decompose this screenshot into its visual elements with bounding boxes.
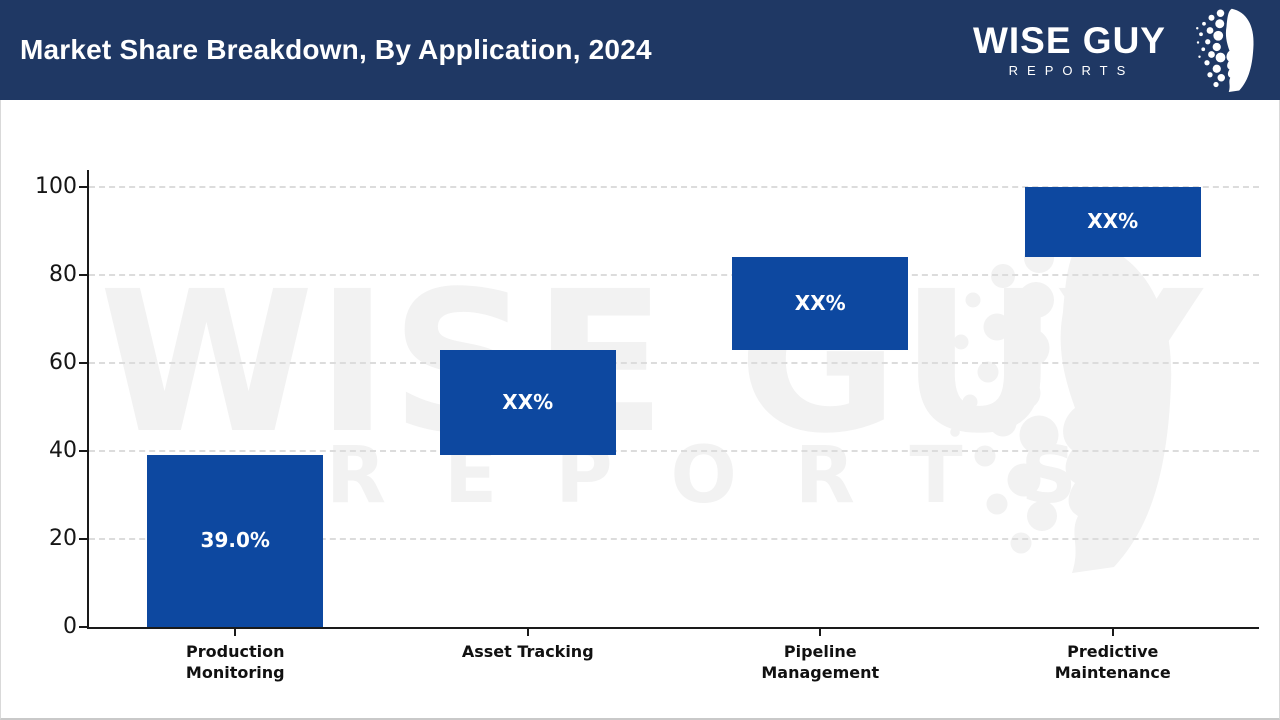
bar-production-monitoring: 39.0% — [147, 455, 324, 627]
y-tick-label: 60 — [49, 350, 77, 375]
y-tick-mark — [79, 274, 87, 276]
brand-subtitle: REPORTS — [1008, 63, 1135, 78]
wiseguy-head-icon — [1196, 8, 1254, 92]
gridline-40 — [89, 450, 1259, 452]
brand-name: WISE GUY — [972, 20, 1166, 61]
y-tick-label: 0 — [63, 614, 77, 639]
y-tick-mark — [79, 626, 87, 628]
y-tick-label: 40 — [49, 438, 77, 463]
gridline-20 — [89, 538, 1259, 540]
y-tick-label: 20 — [49, 526, 77, 551]
watermark-head-icon — [941, 240, 1172, 573]
bar-pipeline-management: XX% — [732, 257, 909, 350]
bar-asset-tracking: XX% — [439, 349, 616, 456]
bar-value-label: 39.0% — [200, 528, 270, 553]
chart-canvas: WISE GUY REPORTS 0 20 40 60 80 100 39.0% Produc… — [0, 100, 1280, 720]
y-tick-mark — [79, 362, 87, 364]
x-axis-spine — [87, 627, 1259, 629]
x-tick-mark — [819, 629, 822, 636]
plot-area: 0 20 40 60 80 100 39.0% Production Monitoring XX… — [35, 170, 1259, 682]
brand-logo-text: WISE GUY REPORTS — [973, 22, 1166, 78]
x-axis-label-asset-tracking: Asset Tracking — [461, 642, 594, 661]
y-tick-mark — [79, 538, 87, 540]
y-tick-mark — [79, 450, 87, 452]
x-tick-mark — [526, 629, 529, 636]
x-axis-label-predictive-maintenance: Predictive Maintenance — [1054, 642, 1171, 682]
gridline-60 — [89, 362, 1259, 364]
y-tick-label: 100 — [35, 174, 77, 199]
bar-value-label: XX% — [794, 290, 846, 315]
bar-value-label: XX% — [502, 389, 554, 414]
x-tick-mark — [1111, 629, 1114, 636]
x-axis-label-pipeline-management: Pipeline Management — [761, 642, 880, 682]
x-axis-label-production-monitoring: Production Monitoring — [185, 642, 285, 682]
x-tick-mark — [234, 629, 237, 636]
bar-predictive-maintenance: XX% — [1024, 187, 1201, 258]
gridline-100 — [89, 186, 1259, 188]
gridline-80 — [89, 274, 1259, 276]
bar-value-label: XX% — [1087, 209, 1139, 234]
y-tick-label: 80 — [49, 262, 77, 287]
y-axis-spine — [87, 170, 89, 629]
header-bar: Market Share Breakdown, By Application, … — [0, 0, 1280, 100]
page-title: Market Share Breakdown, By Application, … — [20, 34, 652, 65]
y-tick-mark — [79, 186, 87, 188]
brand-logo: WISE GUY REPORTS — [973, 5, 1264, 95]
